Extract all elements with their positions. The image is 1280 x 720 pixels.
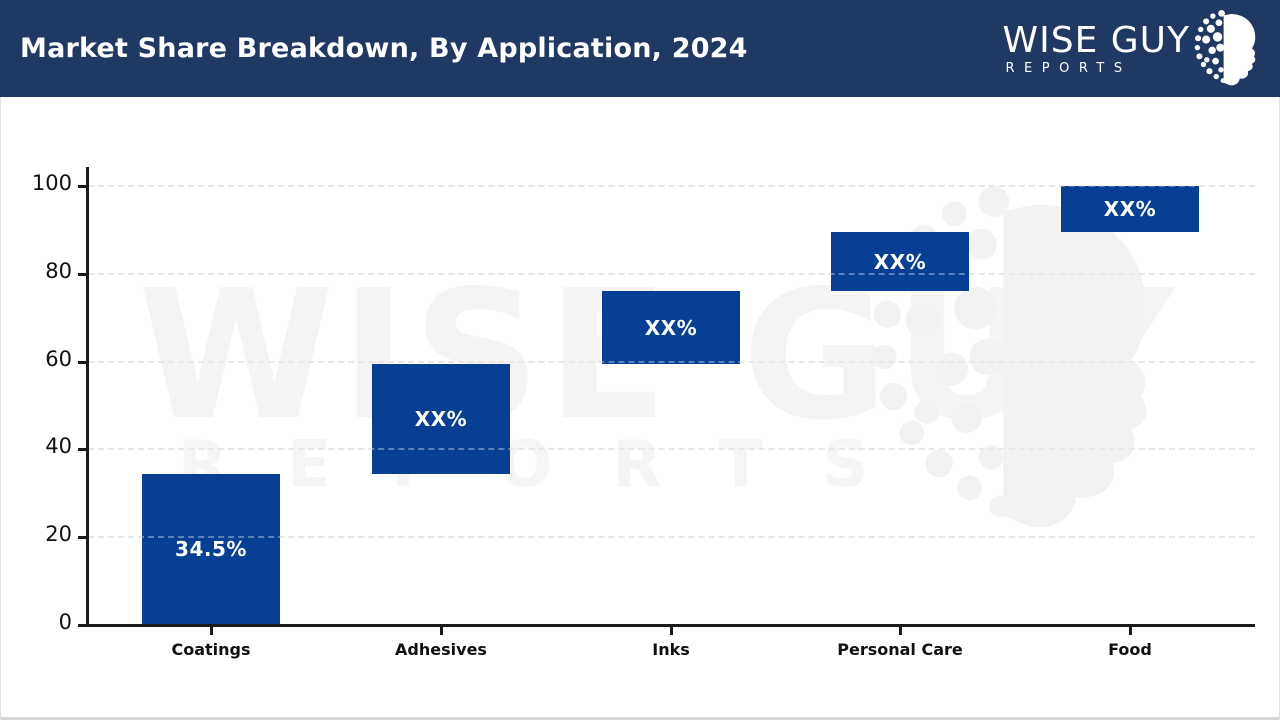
category-label-coatings: Coatings [171,640,251,659]
y-axis [86,167,89,627]
y-axis-tick [78,272,87,276]
gridline [88,185,1255,187]
y-axis-tick-label: 100 [31,171,72,195]
bar-value-label: 34.5% [175,537,247,562]
bar-value-label: XX% [414,406,468,431]
gridline [88,448,1255,451]
x-axis-tick [210,627,213,635]
gridline-overlay [88,536,1255,539]
y-axis-tick [78,448,87,452]
bar-coatings: 34.5% [142,473,280,625]
chart-title: Market Share Breakdown, By Application, … [20,33,748,64]
bottom-border [0,717,1280,720]
gridline-overlay [88,448,1255,451]
logo-wordmark: WISE GUY [1002,19,1190,61]
x-axis-tick [440,627,443,635]
y-axis-tick [78,536,87,540]
x-axis-tick [1129,627,1132,635]
left-border [0,97,1,720]
logo-subtitle: REPORTS [1005,60,1132,76]
x-axis-tick [899,627,902,635]
watermark-subtitle: REPORTS [178,428,929,502]
wise-guy-reports-logo: WISE GUY REPORTS [1003,7,1267,91]
y-axis-tick-label: 80 [45,258,72,283]
logo-wordmark-block: WISE GUY REPORTS [1002,19,1191,76]
x-axis [86,624,1255,627]
gridline [88,536,1255,539]
bar-value-label: XX% [644,315,698,340]
bar-value-label: XX% [1103,197,1157,222]
y-axis-tick [78,185,87,188]
x-axis-tick [670,627,673,635]
category-label-inks: Inks [652,640,690,659]
gridline-overlay [88,272,1255,275]
bar-adhesives: XX% [372,363,510,474]
gridline-overlay [88,185,1255,187]
y-axis-tick [78,624,87,627]
category-label-personal-care: Personal Care [837,640,963,659]
category-label-adhesives: Adhesives [395,640,487,659]
y-axis-tick-label: 40 [45,434,72,459]
y-axis-tick-label: 60 [45,346,72,371]
y-axis-tick-label: 0 [58,610,72,634]
y-axis-tick-label: 20 [45,522,72,547]
y-axis-tick [78,360,87,364]
bar-food: XX% [1061,186,1199,233]
category-label-food: Food [1108,640,1152,659]
bar-value-label: XX% [873,249,927,274]
logo-head-icon [1194,9,1256,85]
bar-inks: XX% [602,291,740,364]
bar-personal-care: XX% [831,232,969,292]
gridline [88,272,1255,275]
header-bar: Market Share Breakdown, By Application, … [0,0,1280,97]
gridline-overlay [88,360,1255,363]
